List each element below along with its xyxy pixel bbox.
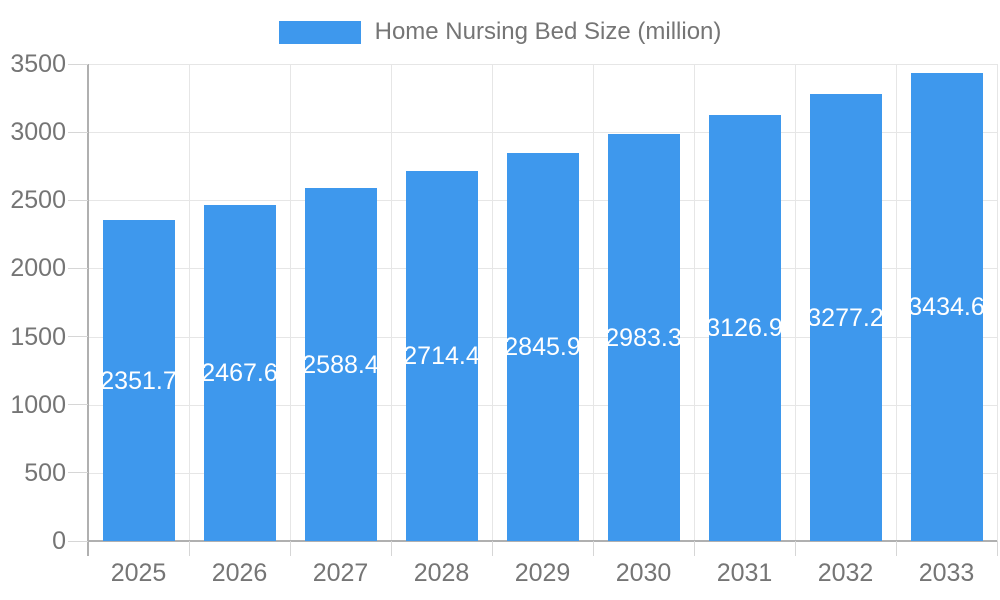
x-tick-5 [593,541,594,556]
bar-value-label-2027: 2588.4 [302,350,379,379]
bar-value-label-2028: 2714.4 [403,342,480,371]
bar-2027[interactable] [304,188,377,541]
gridline-v-4 [492,64,493,541]
bar-2025[interactable] [102,220,175,541]
x-tick-1 [189,541,190,556]
y-axis-tick-label: 500 [24,458,66,487]
bar-2029[interactable] [506,153,579,541]
bar-value-label-2029: 2845.9 [504,333,581,362]
y-axis-tick-label: 0 [52,527,66,555]
x-tick-7 [795,541,796,556]
x-axis-tick-label-2026: 2026 [211,559,268,587]
x-axis-tick-label-2031: 2031 [716,559,773,587]
gridline-h-3500 [88,64,997,65]
y-axis-tick-label: 1500 [10,322,66,351]
y-axis-tick-label: 3500 [10,50,66,78]
x-tick-2 [290,541,291,556]
y-axis-tick-label: 2500 [10,186,66,215]
y-tick-1000 [68,404,88,406]
gridline-v-7 [795,64,796,541]
x-axis-tick-label-2030: 2030 [615,559,672,587]
gridline-v-1 [189,64,190,541]
y-tick-2500 [68,199,88,201]
gridline-v-3 [391,64,392,541]
y-tick-3000 [68,131,88,133]
gridline-v-5 [593,64,594,541]
x-axis-tick-label-2033: 2033 [918,559,975,587]
legend[interactable]: Home Nursing Bed Size (million) [0,18,1000,46]
x-axis-tick-label-2028: 2028 [413,559,470,587]
x-tick-9 [997,541,998,556]
gridline-h-3000 [88,132,997,134]
y-tick-0 [68,540,88,542]
bar-2032[interactable] [809,94,882,541]
y-tick-1500 [68,336,88,338]
x-axis-line [88,540,997,542]
gridline-v-8 [896,64,897,541]
gridline-v-6 [694,64,695,541]
bar-2031[interactable] [708,114,781,541]
bar-value-label-2030: 2983.3 [605,323,682,352]
x-axis-tick-label-2027: 2027 [312,559,369,587]
y-axis-tick-label: 1000 [10,390,66,419]
x-tick-3 [391,541,392,556]
x-axis-tick-label-2032: 2032 [817,559,874,587]
bar-2033[interactable] [910,72,983,541]
x-tick-4 [492,541,493,556]
gridline-v-9 [997,64,998,541]
bar-value-label-2025: 2351.7 [100,366,177,395]
bar-value-label-2031: 3126.9 [706,313,783,342]
x-tick-8 [896,541,897,556]
gridline-v-2 [290,64,291,541]
bar-value-label-2026: 2467.6 [201,358,278,387]
bar-value-label-2032: 3277.2 [807,303,884,332]
bar-2028[interactable] [405,171,478,541]
bar-2030[interactable] [607,134,680,541]
x-axis-tick-label-2025: 2025 [110,559,167,587]
y-axis-tick-label: 3000 [10,118,66,147]
bar-2026[interactable] [203,204,276,541]
y-tick-2000 [68,267,88,269]
legend-label: Home Nursing Bed Size (million) [374,18,722,45]
x-tick-6 [694,541,695,556]
y-axis-line [87,64,89,556]
x-axis-tick-label-2029: 2029 [514,559,571,587]
y-tick-500 [68,472,88,474]
y-tick-3500 [68,63,88,65]
y-axis-tick-label: 2000 [10,254,66,283]
legend-swatch [278,20,361,44]
bar-value-label-2033: 3434.6 [908,292,985,321]
